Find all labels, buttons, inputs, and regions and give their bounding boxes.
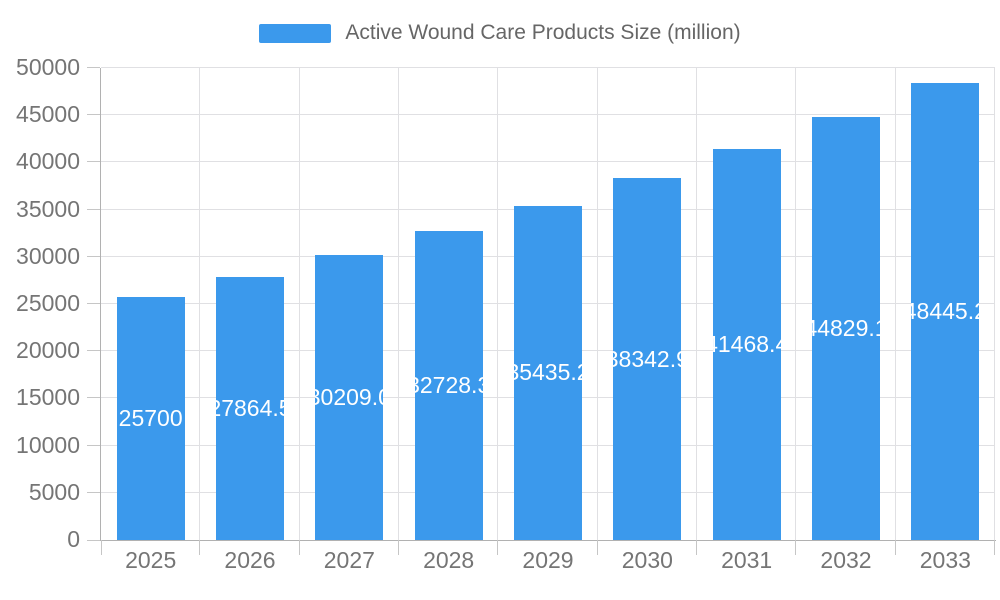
y-axis-tick-label: 15000: [16, 384, 80, 411]
y-axis-tick: [87, 350, 100, 352]
x-axis-tick-label: 2029: [522, 547, 574, 573]
x-axis-tick: [101, 540, 102, 555]
x-axis-tick: [298, 540, 300, 555]
bar[interactable]: 41468.4: [712, 148, 781, 540]
legend[interactable]: Active Wound Care Products Size (million…: [0, 21, 1000, 45]
bar-value-label: 30209.0: [315, 383, 383, 410]
x-axis-tick-label: 2027: [323, 547, 375, 573]
legend-swatch-icon: [259, 23, 332, 43]
y-axis-tick: [87, 114, 100, 116]
y-axis-tick: [87, 67, 100, 68]
legend-label: Active Wound Care Products Size (million…: [345, 21, 741, 44]
y-axis-tick: [87, 444, 100, 446]
bar[interactable]: 44829.1: [812, 116, 880, 540]
x-axis-line: [100, 540, 996, 541]
y-axis-tick: [87, 255, 100, 257]
y-axis-tick-label: 0: [67, 526, 80, 552]
x-axis-tick-label: 2025: [125, 547, 177, 573]
x-axis-tick: [497, 540, 499, 555]
gridline-horizontal: [101, 114, 995, 116]
bar[interactable]: 27864.5: [216, 276, 284, 540]
y-axis-tick-label: 5000: [28, 478, 80, 505]
y-axis-tick-label: 10000: [16, 431, 80, 458]
bar-value-label: 25700: [118, 405, 183, 432]
y-axis-tick-label: 35000: [16, 195, 80, 222]
gridline-horizontal: [101, 67, 995, 68]
gridline-vertical: [497, 68, 499, 540]
bar-value-label: 27864.5: [216, 394, 284, 421]
y-axis-tick: [87, 491, 100, 493]
y-axis-tick-label: 20000: [16, 337, 80, 364]
gridline-vertical: [795, 68, 797, 540]
gridline-vertical: [994, 68, 995, 540]
y-axis-tick: [87, 303, 100, 304]
y-axis-tick: [87, 208, 100, 210]
x-axis-tick-label: 2028: [423, 547, 475, 573]
y-axis-tick-label: 30000: [16, 242, 80, 269]
x-axis-tick: [398, 540, 399, 555]
bar-value-label: 35435.2: [514, 359, 582, 386]
gridline-vertical: [298, 68, 300, 540]
bar-value-label: 32728.3: [415, 372, 483, 399]
x-axis-tick: [199, 540, 201, 555]
gridline-vertical: [199, 68, 201, 540]
x-axis-tick: [795, 540, 797, 555]
y-axis-line: [100, 68, 101, 541]
y-axis-tick-label: 25000: [16, 290, 80, 316]
y-axis-tick: [87, 397, 100, 399]
x-axis-tick-label: 2032: [820, 547, 872, 573]
bar[interactable]: 30209.0: [315, 254, 384, 540]
gridline-vertical: [696, 68, 697, 540]
gridline-vertical: [398, 68, 399, 540]
gridline-vertical: [596, 68, 598, 540]
y-axis-tick-label: 45000: [16, 101, 80, 128]
bar[interactable]: 38342.9: [613, 178, 682, 540]
x-axis-tick-label: 2031: [721, 547, 773, 573]
bar[interactable]: 25700: [116, 297, 185, 540]
x-axis-tick-label: 2026: [224, 547, 276, 573]
y-axis-tick-label: 50000: [16, 54, 80, 80]
x-axis-tick: [994, 540, 995, 555]
x-axis-tick: [696, 540, 697, 555]
plot-area: 0 5000 10000 15000 20000 25000 30000 35000 40000…: [16, 56, 996, 573]
y-axis-tick: [87, 161, 100, 163]
bar-value-label: 38342.9: [613, 345, 681, 372]
y-axis-tick: [87, 540, 100, 541]
y-axis-tick-label: 40000: [16, 148, 80, 175]
bar-value-label: 48445.2: [911, 297, 979, 324]
gridline-vertical: [894, 68, 896, 540]
bar[interactable]: 48445.2: [911, 82, 980, 540]
bar-value-label: 44829.1: [812, 314, 880, 341]
x-axis-tick-label: 2033: [919, 547, 971, 573]
x-axis-tick: [596, 540, 598, 555]
bar[interactable]: 32728.3: [414, 231, 483, 540]
gridline-horizontal: [101, 161, 995, 163]
x-axis-tick: [894, 540, 896, 555]
x-axis-tick-label: 2030: [621, 547, 673, 573]
bar-value-label: 41468.4: [713, 330, 781, 357]
bar[interactable]: 35435.2: [514, 205, 582, 540]
